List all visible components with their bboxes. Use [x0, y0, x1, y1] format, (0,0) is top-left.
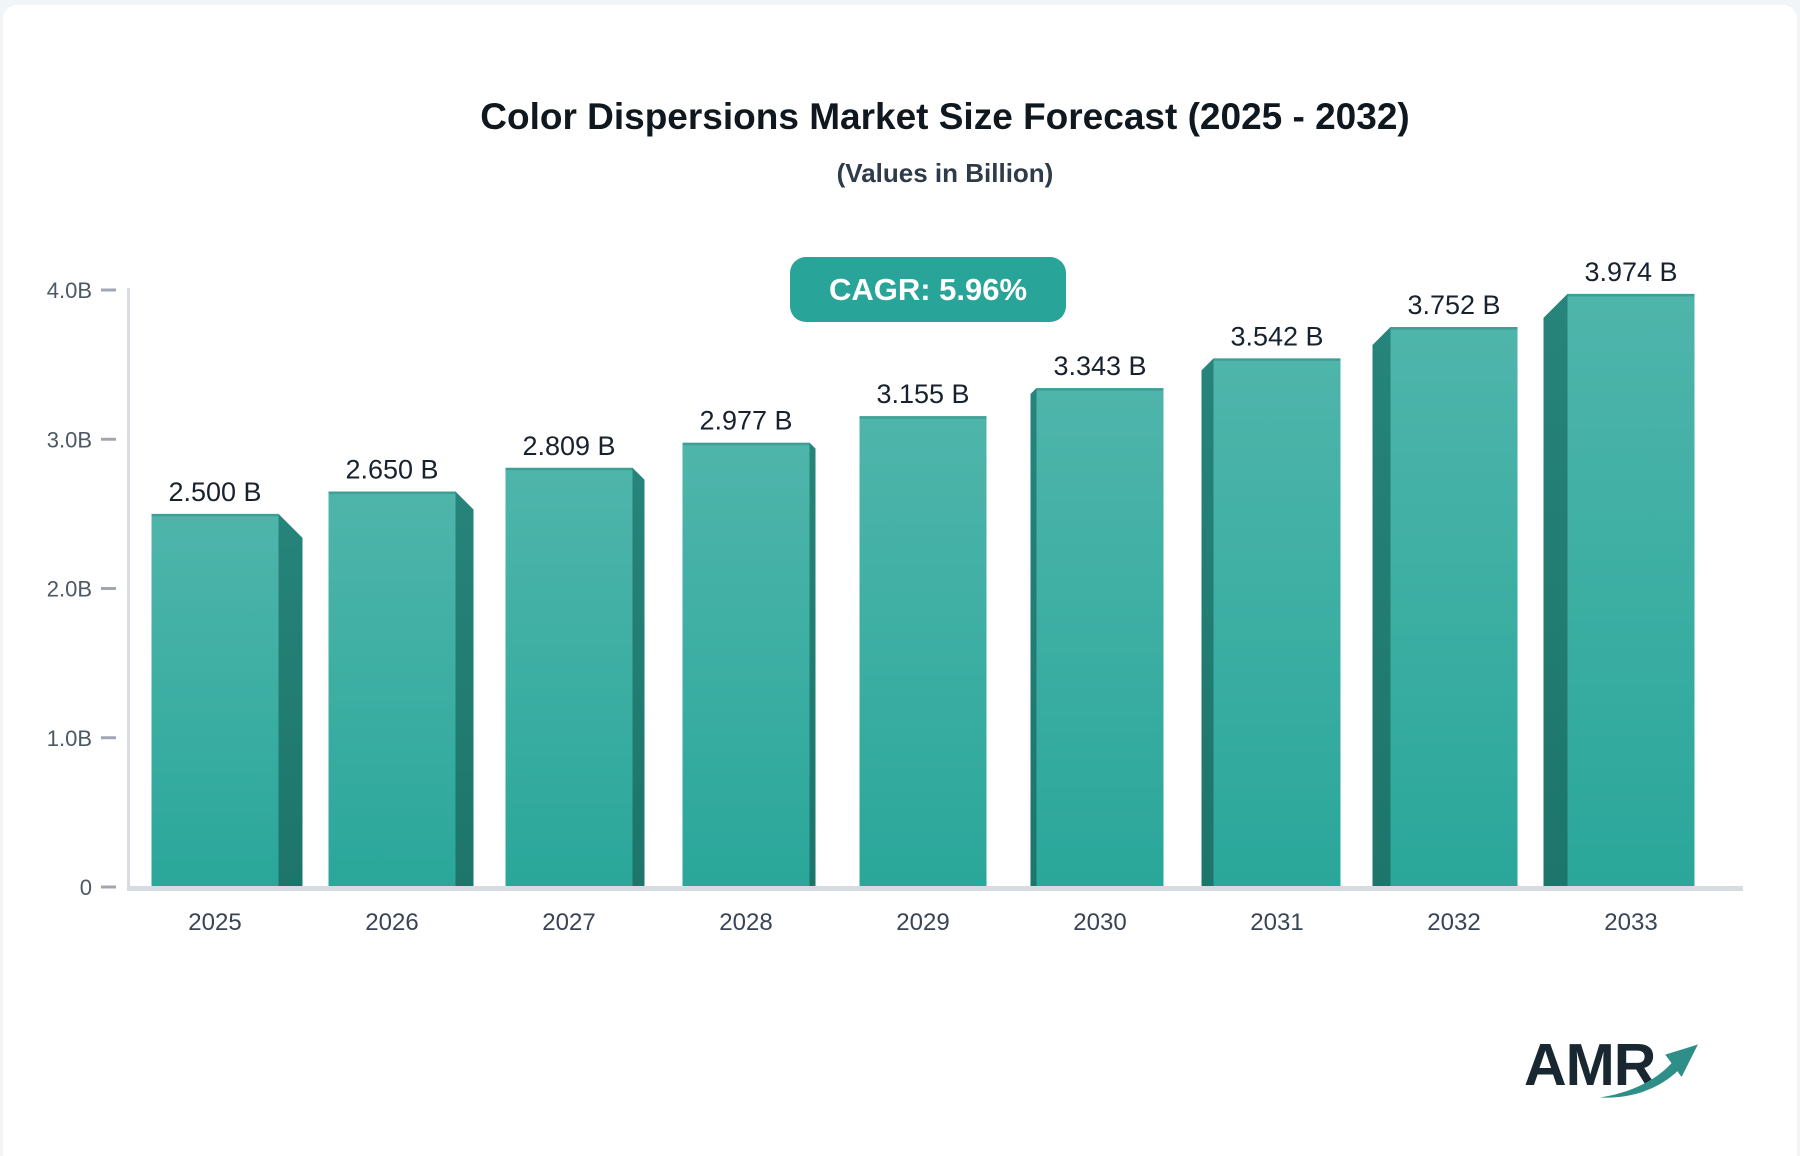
bar-top-edge [1213, 358, 1341, 361]
y-tick-mark [101, 736, 116, 740]
chart-subtitle: (Values in Billion) [836, 158, 1054, 188]
x-tick-label: 2028 [719, 909, 772, 936]
x-tick-label: 2033 [1604, 909, 1657, 936]
bar-value-label: 3.155 B [876, 379, 969, 409]
y-tick-label: 1.0B [47, 726, 92, 751]
bar-top-edge [1390, 327, 1518, 330]
y-tick-mark [101, 288, 116, 292]
bar-value-label: 2.809 B [522, 431, 615, 461]
bar-face [1213, 358, 1341, 887]
bar-group-2026: 2.650 B 2026 [328, 454, 474, 936]
bar-face [1036, 388, 1164, 887]
bar-side-face [455, 491, 474, 887]
bar-value-label: 3.343 B [1053, 351, 1146, 381]
amr-logo: AMR [1524, 1030, 1724, 1110]
y-axis-line [127, 288, 130, 891]
bar-face [505, 467, 633, 887]
bar-top-edge [328, 491, 456, 494]
bar-top-edge [1567, 293, 1695, 297]
bar-side-face [1543, 293, 1568, 887]
bar-face [682, 442, 810, 887]
y-tick-mark [101, 885, 116, 889]
bar-group-2031: 3.542 B 2031 [1201, 321, 1341, 936]
x-tick-label: 2026 [365, 909, 418, 936]
y-tick-label: 2.0B [47, 577, 92, 602]
bar-value-label: 3.974 B [1584, 257, 1677, 287]
y-tick-label: 4.0B [47, 278, 92, 303]
bar-side-face [1372, 327, 1391, 887]
bar-side-face [278, 513, 303, 887]
x-tick-label: 2032 [1427, 909, 1480, 936]
bar-top-edge [859, 416, 987, 419]
y-tick-label: 0 [80, 875, 92, 900]
bar-group-2030: 3.343 B 2030 [1030, 351, 1164, 936]
bar-value-label: 3.542 B [1230, 321, 1323, 351]
bar-side-face [1030, 388, 1037, 887]
bar-face [1390, 327, 1518, 887]
bar-top-edge [151, 513, 279, 517]
x-axis-line [127, 886, 1743, 891]
bar-top-edge [682, 442, 810, 446]
x-tick-label: 2031 [1250, 909, 1303, 936]
bar-value-label: 2.650 B [345, 454, 438, 484]
bar-face [859, 416, 987, 887]
bar-group-2025: 2.500 B 2025 [151, 477, 303, 936]
growth-arrow-icon [1600, 1044, 1698, 1098]
bar-value-label: 3.752 B [1407, 290, 1500, 320]
bar-face [1567, 293, 1695, 887]
y-tick-label: 3.0B [47, 427, 92, 452]
bar-side-face [809, 442, 816, 887]
bar-top-edge [505, 467, 633, 471]
x-tick-label: 2030 [1073, 909, 1126, 936]
bar-face [328, 491, 456, 887]
x-tick-label: 2029 [896, 909, 949, 936]
x-tick-label: 2027 [542, 909, 595, 936]
bar-side-face [1201, 358, 1214, 887]
bar-group-2028: 2.977 B 2028 [682, 406, 816, 936]
x-tick-label: 2025 [188, 909, 241, 936]
bar-group-2033: 3.974 B 2033 [1543, 257, 1695, 936]
bar-group-2029: 3.155 B 2029 [859, 379, 987, 936]
amr-logo-text: AMR [1524, 1032, 1656, 1098]
y-tick-mark [101, 587, 116, 590]
bar-side-face [632, 467, 645, 887]
chart-header: Color Dispersions Market Size Forecast (… [90, 0, 1800, 189]
bar-group-2027: 2.809 B 2027 [505, 431, 645, 936]
y-tick-mark [101, 437, 116, 441]
bar-group-2032: 3.752 B 2032 [1372, 290, 1518, 936]
cagr-badge: CAGR: 5.96% [790, 257, 1066, 322]
chart-title: Color Dispersions Market Size Forecast (… [480, 96, 1410, 137]
bar-value-label: 2.500 B [168, 477, 261, 507]
bar-value-label: 2.977 B [699, 406, 792, 436]
bar-face [151, 513, 279, 887]
bar-top-edge [1036, 388, 1164, 391]
